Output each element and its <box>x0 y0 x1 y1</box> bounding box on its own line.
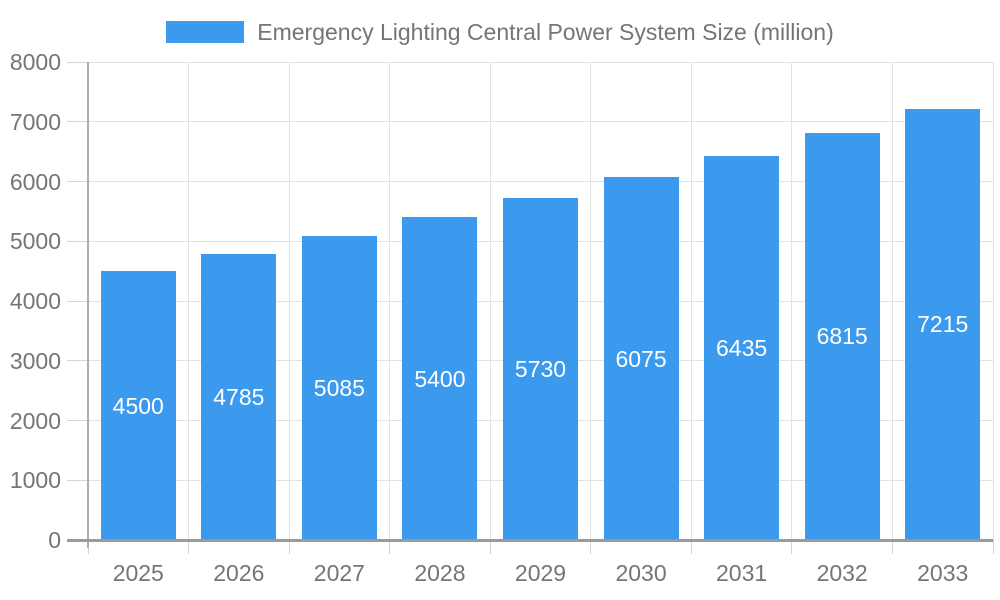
x-axis-tick <box>590 540 592 554</box>
v-gridline <box>389 62 391 540</box>
bar-2027[interactable] <box>301 236 377 540</box>
y-axis-label: 3000 <box>9 347 61 374</box>
x-axis-label: 2031 <box>716 560 768 586</box>
bar-2032[interactable] <box>804 132 880 540</box>
y-axis-tick <box>67 61 88 63</box>
x-axis-tick <box>288 540 290 554</box>
x-axis-label: 2033 <box>917 560 969 586</box>
y-axis-label: 8000 <box>9 49 61 75</box>
x-axis-label: 2030 <box>615 560 667 586</box>
y-axis-label: 1000 <box>9 467 61 494</box>
x-axis-label: 2025 <box>112 560 164 586</box>
x-axis-label: 2026 <box>213 560 265 586</box>
bar-2030[interactable] <box>603 177 679 540</box>
x-axis-tick <box>791 540 793 554</box>
v-gridline <box>992 62 994 540</box>
y-axis-line <box>87 62 89 548</box>
x-axis-line <box>67 538 993 542</box>
v-gridline <box>288 62 290 540</box>
v-gridline <box>891 62 893 540</box>
x-axis-tick <box>389 540 391 554</box>
v-gridline <box>690 62 692 540</box>
y-axis-label: 0 <box>48 527 61 553</box>
y-axis-label: 5000 <box>9 228 61 255</box>
x-axis-label: 2029 <box>514 560 567 586</box>
bar-value-label: 4500 <box>112 392 164 419</box>
h-gridline <box>88 121 993 123</box>
v-gridline <box>489 62 491 540</box>
bar-value-label: 4785 <box>213 384 265 411</box>
x-axis-tick <box>891 540 893 554</box>
bar-2033[interactable] <box>905 108 981 540</box>
v-gridline <box>590 62 592 540</box>
bar-value-label: 5085 <box>313 375 365 402</box>
bar-2031[interactable] <box>704 155 780 540</box>
y-axis-tick <box>67 300 88 302</box>
legend-swatch <box>166 21 245 43</box>
chart-legend[interactable]: Emergency Lighting Central Power System … <box>0 17 1000 47</box>
bar-value-label: 6815 <box>816 323 868 350</box>
y-axis-tick <box>67 360 88 362</box>
v-gridline <box>791 62 793 540</box>
bar-2029[interactable] <box>503 197 578 540</box>
bar-value-label: 6075 <box>615 345 667 372</box>
v-gridline <box>188 62 190 540</box>
y-axis-tick <box>67 181 88 182</box>
y-axis-label: 2000 <box>9 407 61 434</box>
h-gridline <box>88 181 993 182</box>
x-axis-tick <box>489 540 491 554</box>
bar-2028[interactable] <box>402 217 478 540</box>
x-axis-tick <box>690 540 692 554</box>
bar-value-label: 6435 <box>716 334 768 361</box>
y-axis-tick <box>67 479 88 481</box>
x-axis-label: 2028 <box>414 560 466 586</box>
y-axis-label: 6000 <box>9 168 61 195</box>
h-gridline <box>88 61 993 63</box>
y-axis-tick <box>67 121 88 123</box>
y-axis-label: 7000 <box>9 108 61 135</box>
bar-2026[interactable] <box>201 254 277 540</box>
bar-value-label: 7215 <box>917 311 969 338</box>
x-axis-label: 2027 <box>313 560 365 586</box>
bar-value-label: 5730 <box>514 355 567 382</box>
x-axis-label: 2032 <box>816 560 868 586</box>
x-axis-tick <box>188 540 190 554</box>
bar-2025[interactable] <box>100 271 176 540</box>
y-axis-tick <box>67 240 88 242</box>
y-axis-label: 4000 <box>9 288 61 314</box>
x-axis-tick <box>992 540 994 554</box>
bar-value-label: 5400 <box>414 365 466 392</box>
y-axis-tick <box>67 420 88 421</box>
legend-label: Emergency Lighting Central Power System … <box>257 18 834 45</box>
